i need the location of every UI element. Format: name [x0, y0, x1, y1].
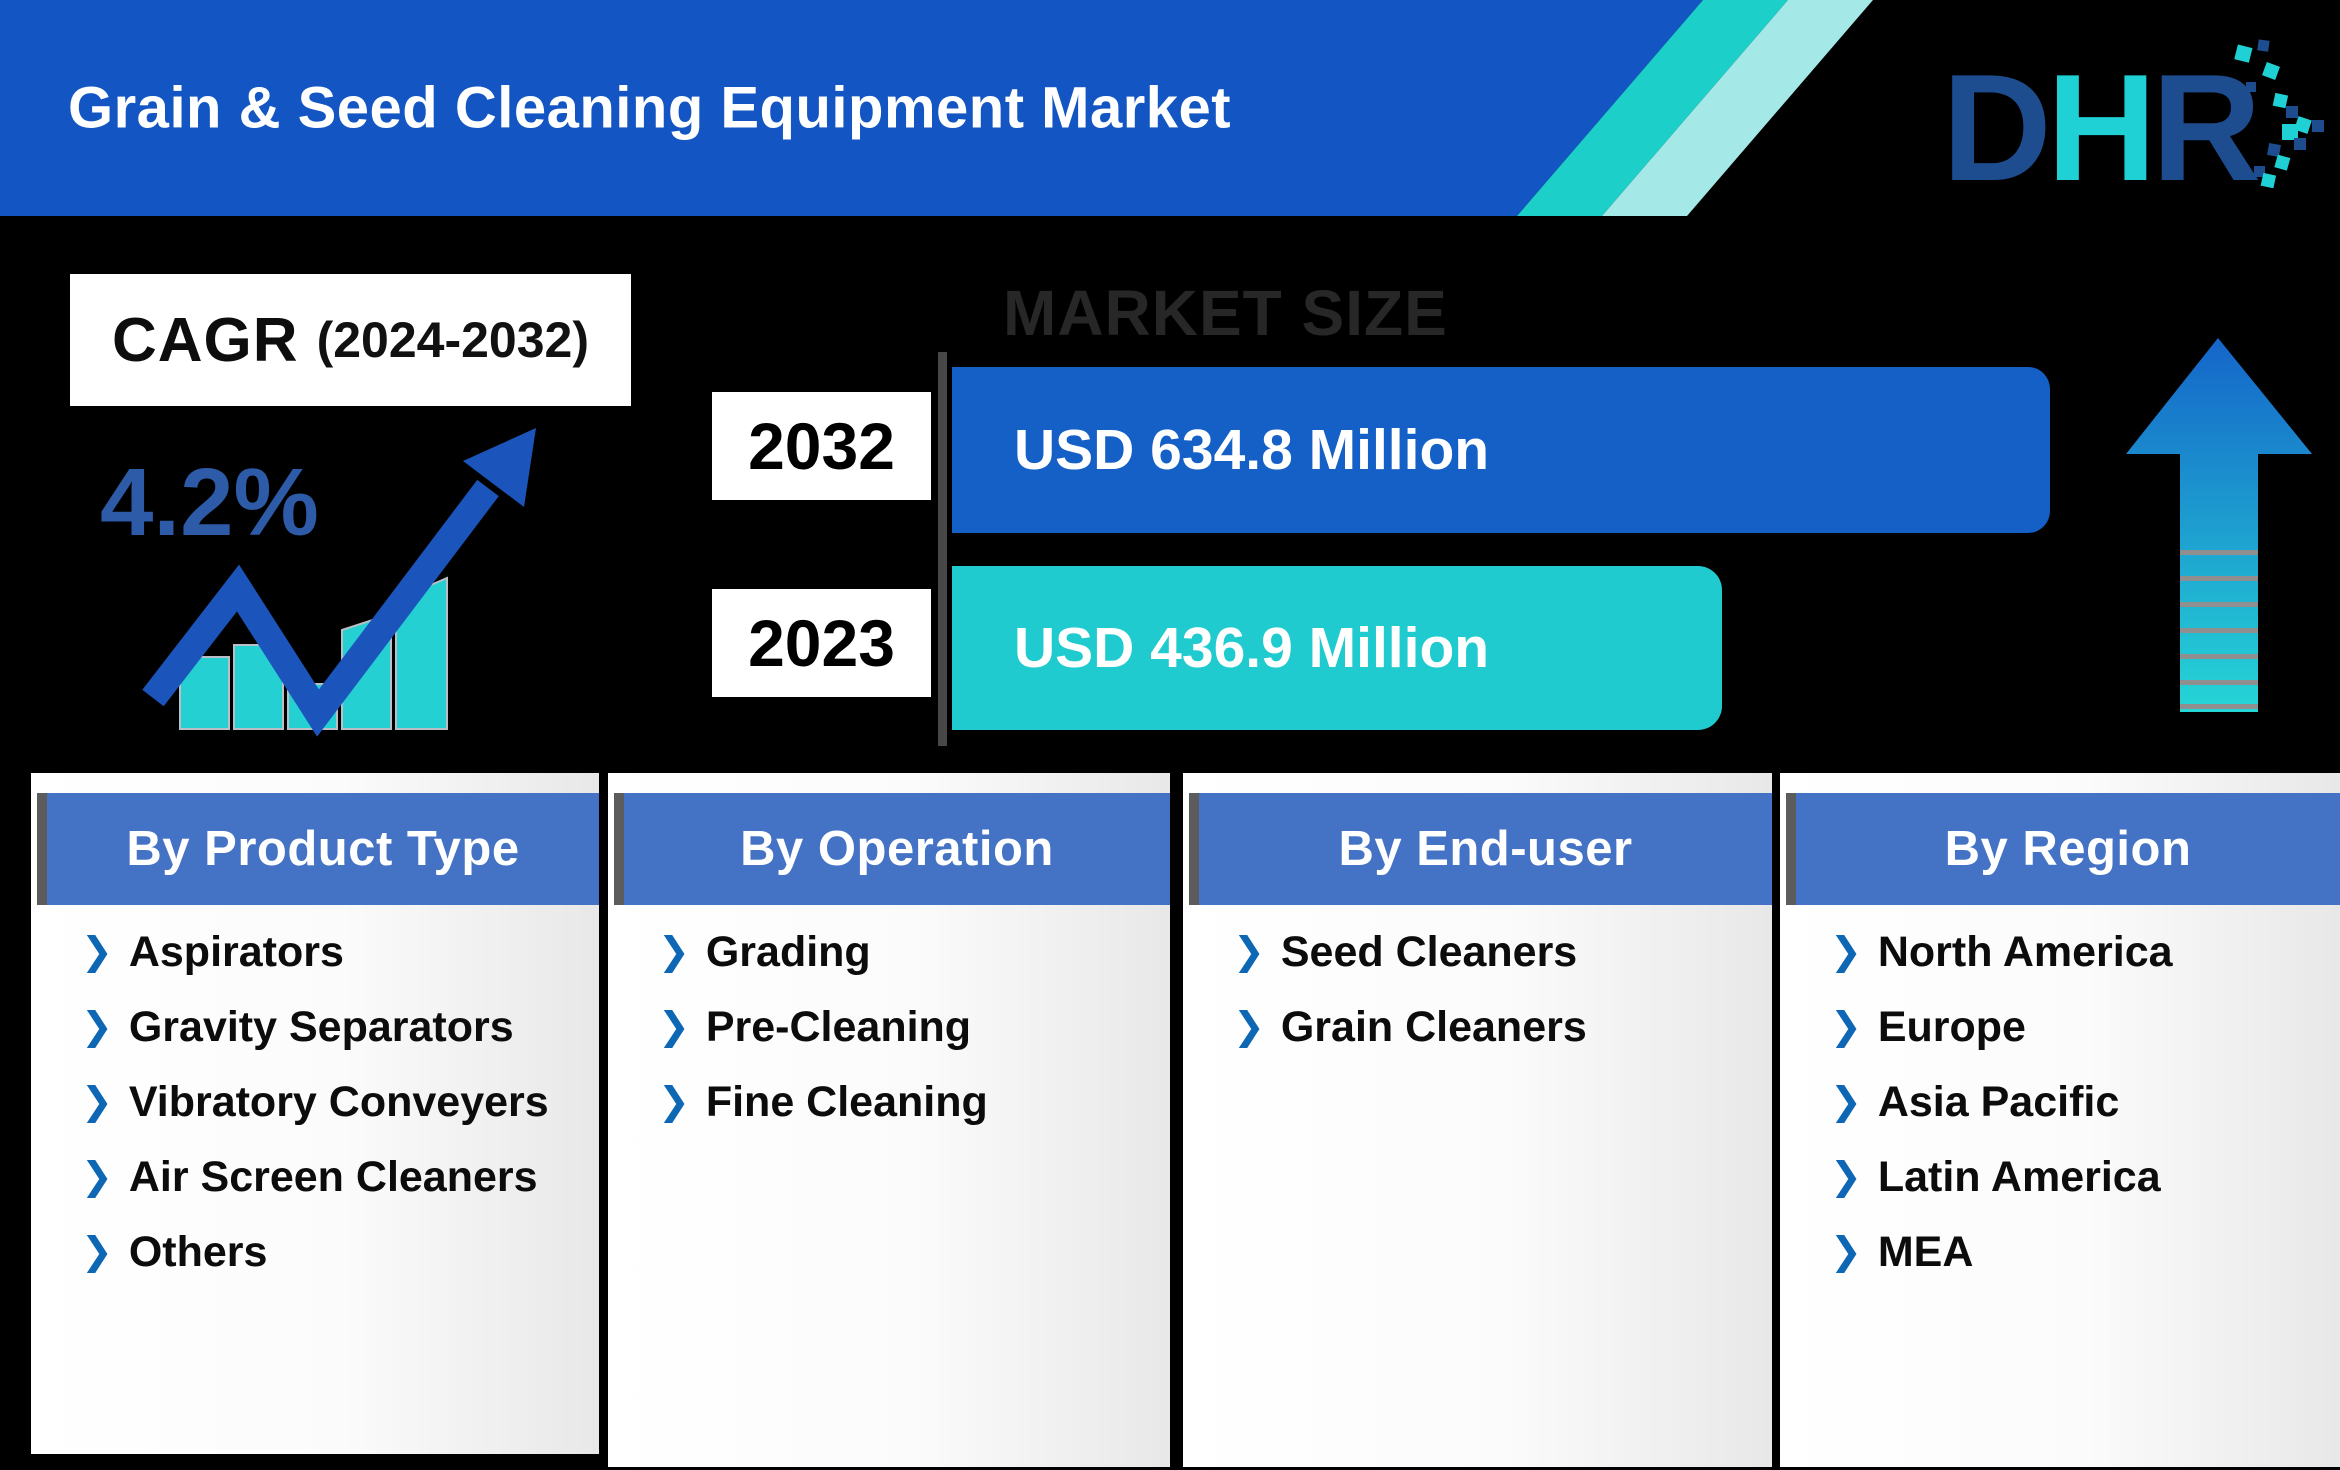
- cagr-period: (2024-2032): [316, 312, 589, 368]
- card-header: By End-user: [1183, 793, 1772, 905]
- list-item: ❯ Vibratory Conveyers: [81, 1065, 599, 1140]
- card-header: By Product Type: [31, 793, 599, 905]
- list-item-label: Gravity Separators: [128, 1003, 514, 1051]
- card-header: By Region: [1780, 793, 2340, 905]
- cagr-label-box: CAGR (2024-2032): [70, 274, 631, 406]
- chevron-right-icon: ❯: [81, 1228, 113, 1273]
- page-title: Grain & Seed Cleaning Equipment Market: [68, 75, 1232, 141]
- market-size-bar-2023: USD 436.9 Million: [952, 566, 1722, 730]
- list-item: ❯ Fine Cleaning: [658, 1065, 1170, 1140]
- list-item: ❯ Asia Pacific: [1830, 1065, 2340, 1140]
- card-header-title: By Operation: [624, 793, 1170, 905]
- logo-letter-r: R: [2151, 43, 2262, 213]
- segment-list: ❯ Aspirators ❯ Gravity Separators ❯ Vibrato…: [31, 915, 599, 1290]
- list-item-label: Latin America: [1877, 1153, 2161, 1201]
- growth-arrow-icon: [2126, 338, 2312, 712]
- list-item: ❯ Grading: [658, 915, 1170, 990]
- chevron-right-icon: ❯: [81, 928, 113, 973]
- axis-line: [938, 352, 947, 746]
- card-header-shadow: [1189, 793, 1199, 905]
- chevron-right-icon: ❯: [1830, 1153, 1862, 1198]
- chevron-right-icon: ❯: [1830, 928, 1862, 973]
- list-item: ❯ North America: [1830, 915, 2340, 990]
- list-item: ❯ Europe: [1830, 990, 2340, 1065]
- dhr-logo: D H R: [1942, 43, 2262, 213]
- chevron-right-icon: ❯: [658, 1078, 690, 1123]
- card-header-shadow: [37, 793, 47, 905]
- list-item: ❯ MEA: [1830, 1215, 2340, 1290]
- cagr-label: CAGR: [112, 305, 299, 375]
- market-size-value-2032: USD 634.8 Million: [1014, 418, 1490, 482]
- list-item-label: Europe: [1877, 1003, 2026, 1051]
- banner-blue-background: [0, 0, 1703, 216]
- chevron-right-icon: ❯: [1233, 1003, 1265, 1048]
- list-item-label: MEA: [1877, 1228, 1974, 1276]
- card-header-shadow: [1786, 793, 1796, 905]
- chevron-right-icon: ❯: [81, 1153, 113, 1198]
- year-label-2023: 2023: [712, 589, 931, 697]
- segment-card-operation: By Operation ❯ Grading ❯ Pre-Cleaning ❯ Fin…: [608, 773, 1170, 1467]
- segment-card-region: By Region ❯ North America ❯ Europe ❯ Asia P…: [1780, 773, 2340, 1467]
- list-item-label: Others: [128, 1228, 268, 1276]
- growth-chart-icon: [142, 428, 536, 737]
- chevron-right-icon: ❯: [658, 1003, 690, 1048]
- list-item-label: Seed Cleaners: [1280, 928, 1578, 976]
- list-item: ❯ Gravity Separators: [81, 990, 599, 1065]
- list-item: ❯ Latin America: [1830, 1140, 2340, 1215]
- market-size-bar-2032: USD 634.8 Million: [952, 367, 2050, 533]
- card-header-title: By Product Type: [47, 793, 599, 905]
- segment-card-product-type: By Product Type ❯ Aspirators ❯ Gravity Sep…: [31, 773, 599, 1454]
- chevron-right-icon: ❯: [81, 1003, 113, 1048]
- list-item-label: Vibratory Conveyers: [128, 1078, 549, 1126]
- chevron-right-icon: ❯: [658, 928, 690, 973]
- card-header: By Operation: [608, 793, 1170, 905]
- list-item: ❯ Air Screen Cleaners: [81, 1140, 599, 1215]
- list-item: ❯ Others: [81, 1215, 599, 1290]
- chevron-right-icon: ❯: [1830, 1078, 1862, 1123]
- year-label-2032: 2032: [712, 392, 931, 500]
- chevron-right-icon: ❯: [1830, 1228, 1862, 1273]
- segment-list: ❯ Grading ❯ Pre-Cleaning ❯ Fine Cleaning: [608, 915, 1170, 1140]
- list-item: ❯ Seed Cleaners: [1233, 915, 1772, 990]
- card-header-title: By Region: [1796, 793, 2340, 905]
- market-size-title: MARKET SIZE: [1003, 277, 1448, 349]
- chevron-right-icon: ❯: [1830, 1003, 1862, 1048]
- segment-card-end-user: By End-user ❯ Seed Cleaners ❯ Grain Cleane…: [1183, 773, 1772, 1467]
- segment-list: ❯ North America ❯ Europe ❯ Asia Pacific ❯ La…: [1780, 915, 2340, 1290]
- list-item-label: Air Screen Cleaners: [128, 1153, 538, 1201]
- chevron-right-icon: ❯: [1233, 928, 1265, 973]
- logo-dots-icon: [2234, 39, 2324, 188]
- cagr-value: 4.2%: [100, 449, 319, 556]
- logo-letter-h: H: [2046, 43, 2157, 213]
- list-item: ❯ Aspirators: [81, 915, 599, 990]
- list-item-label: North America: [1877, 928, 2173, 976]
- market-size-value-2023: USD 436.9 Million: [1014, 616, 1490, 680]
- list-item-label: Fine Cleaning: [705, 1078, 988, 1126]
- segment-list: ❯ Seed Cleaners ❯ Grain Cleaners: [1183, 915, 1772, 1065]
- list-item-label: Grading: [705, 928, 871, 976]
- logo-letter-d: D: [1942, 43, 2052, 213]
- card-header-title: By End-user: [1199, 793, 1772, 905]
- list-item: ❯ Grain Cleaners: [1233, 990, 1772, 1065]
- list-item-label: Pre-Cleaning: [705, 1003, 972, 1051]
- list-item-label: Asia Pacific: [1877, 1078, 2120, 1126]
- chevron-right-icon: ❯: [81, 1078, 113, 1123]
- list-item: ❯ Pre-Cleaning: [658, 990, 1170, 1065]
- card-header-shadow: [614, 793, 624, 905]
- header-banner: Grain & Seed Cleaning Equipment Market: [0, 0, 2340, 216]
- list-item-label: Aspirators: [128, 928, 344, 976]
- list-item-label: Grain Cleaners: [1280, 1003, 1587, 1051]
